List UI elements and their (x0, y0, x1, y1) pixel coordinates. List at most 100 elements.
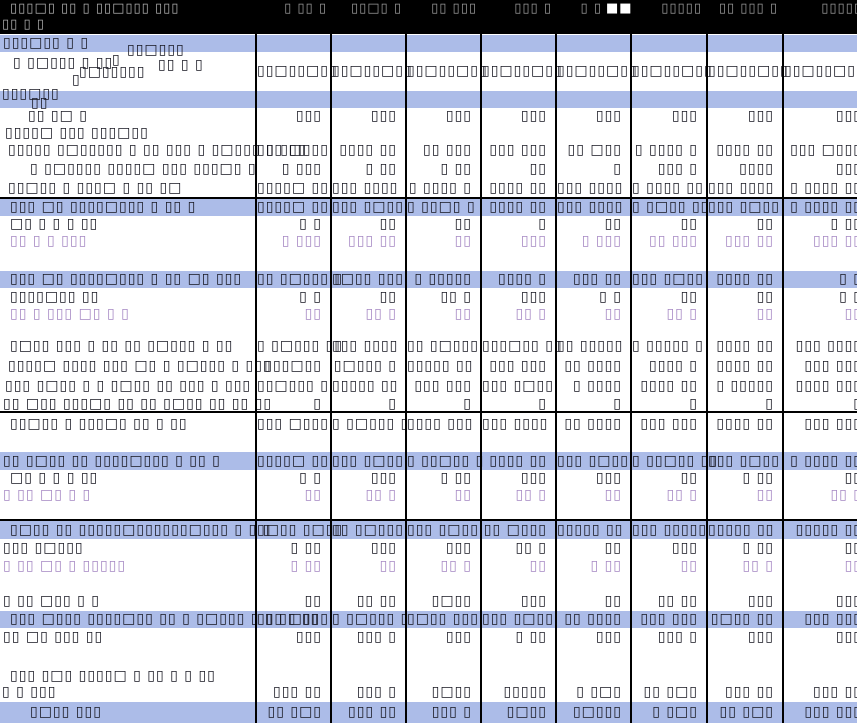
cell-value: ▯ ▯▯▯▯ ▯▯ (790, 199, 857, 215)
cell-value: ▯ (613, 396, 622, 412)
row-label: ▯▯ ▯□ ▯ (28, 108, 88, 124)
row-label: ▯▯▯▯□▯▯ ▯▯ (10, 289, 100, 305)
cell-value: ▯▯ ▯ (666, 487, 698, 503)
cell-value: ▯▯▯ ▯▯▯▯▯ (632, 522, 708, 538)
cell-value: ▯▯ ▯▯▯▯▯ (557, 338, 624, 354)
cell-value: ▯▯ (604, 306, 622, 322)
column-divider (555, 34, 557, 723)
cell-value: ▯▯▯ ▯▯▯ (804, 358, 857, 374)
cell-value: ▯▯ (680, 289, 698, 305)
cell-value: ▯▯▯▯□ ▯▯ (257, 199, 329, 215)
column-header: ▯▯ ▯▯▯ ▯ (718, 1, 778, 16)
cell-value: ▯ ▯▯▯ (281, 233, 322, 249)
cell-value: ▯▯▯ (445, 629, 472, 645)
cell-value: ▯▯▯ (835, 593, 857, 609)
cell-value: ▯ (388, 396, 397, 412)
cell-value: ▯▯ (756, 289, 774, 305)
cell-value: ▯▯▯▯ ▯▯ (716, 358, 774, 374)
cell-value: ▯ (689, 396, 698, 412)
cell-value: ▯▯▯▯□ ▯▯ (257, 180, 329, 196)
cell-value: ▯▯▯ ▯▯ (348, 233, 397, 249)
cell-value: ▯▯ ▯ (515, 487, 547, 503)
row-label: ▯ ▯▯ □▯ ▯ ▯▯▯▯▯ (3, 558, 127, 574)
cell-value: ▯ ▯▯ (515, 629, 547, 645)
cell-value: ▯▯ ▯□▯ (719, 704, 774, 720)
cell-value: ▯▯ (454, 233, 472, 249)
cell-value: ▯▯▯▯ ▯▯▯ (795, 378, 857, 394)
cell-value: ▯▯▯ ▯□▯▯ (557, 453, 629, 469)
cell-value: ▯ ▯□▯▯▯ ▯ (332, 416, 410, 432)
cell-value: ▯▯▯ ▯□▯▯ (708, 199, 780, 215)
cell-value: ▯▯▯ (520, 470, 547, 486)
cell-value: ▯ ▯□▯▯ ▯▯ (632, 199, 710, 215)
cell-value: ▯▯▯ (835, 629, 857, 645)
cell-value: ▯▯□▯▯□▯▯ (482, 63, 563, 79)
cell-value: ▯ ▯▯▯▯ ▯▯ (790, 453, 857, 469)
cell-value: ▯▯▯ (747, 108, 774, 124)
cell-value: ▯▯▯ ▯▯▯ (640, 416, 698, 432)
cell-value: ▯▯▯ ▯▯▯▯ (557, 180, 624, 196)
cell-value: ▯▯▯▯ ▯▯▯ (407, 416, 474, 432)
section-total-row: ▯▯▯ □▯ ▯▯▯▯□▯▯▯ ▯ ▯▯ ▯ ▯▯▯▯□ ▯▯ ▯▯▯ ▯□▯▯ ▯ … (0, 199, 857, 216)
section-total-row: ▯□▯▯ ▯▯ ▯▯▯▯▯□▯▯▯▯▯▯□▯▯▯ ▯ ▯ ▯ ▯□▯▯ ▯□▯▯ ▯… (0, 521, 857, 539)
cell-value: ▯▯▯ ▯▯ (573, 271, 622, 287)
cell-value: ▯▯□▯▯▯ ▯ (257, 378, 329, 394)
cell-value: ▯▯▯□▯▯ ▯▯ (482, 338, 563, 354)
cell-value: ▯▯□▯▯□▯▯ (708, 63, 789, 79)
cell-value: ▯▯▯ (445, 540, 472, 556)
cell-value: ▯▯▯ ▯▯▯ (804, 611, 857, 627)
cell-value: ▯▯▯ ▯▯ (348, 704, 397, 720)
row-label: ▯ ▯ ▯▯▯ (2, 684, 57, 700)
cell-value: ▯▯▯▯ ▯ (498, 271, 547, 287)
table-row: ▯▯ ▯□ ▯ ▯▯▯ ▯▯▯ ▯▯▯ ▯▯▯ ▯▯▯ ▯▯▯ ▯▯▯ ▯▯▯ (0, 108, 857, 125)
row-label: ▯▯▯ ▯□▯▯ ▯ ▯ ▯□▯▯ ▯▯ ▯▯▯ ▯ ▯▯▯ (5, 378, 252, 394)
cell-value: ▯▯▯ ▯▯▯ (804, 704, 857, 720)
cell-value: ▯▯ (304, 593, 322, 609)
cell-value: ▯▯ (680, 470, 698, 486)
cell-value: ▯□▯▯▯ ▯ (333, 358, 397, 374)
cell-value: ▯▯▯▯▯ ▯▯ (407, 358, 474, 374)
cell-value: ▯▯ (379, 289, 397, 305)
label-fragment: ▯ (72, 72, 81, 88)
cell-value: ▯▯▯▯ ▯▯ (489, 180, 547, 196)
cell-value: ▯▯▯ ▯▯▯▯ (708, 180, 775, 196)
cell-value: ▯ ▯ (599, 289, 622, 305)
cell-value: ▯▯▯ (445, 108, 472, 124)
table-row: ▯▯ ▯ ▯▯▯ □▯ ▯ ▯ ▯▯ ▯▯ ▯ ▯▯ ▯▯ ▯ ▯▯ ▯▯ ▯ ▯▯ ▯▯ (0, 306, 857, 323)
table-row: ▯ ▯▯ □▯ ▯ ▯▯▯▯▯ ▯ ▯▯ ▯▯ ▯▯ ▯ ▯▯ ▯ ▯▯ ▯▯ ▯▯ ▯ ▯▯ (0, 558, 857, 575)
cell-value: ▯□▯▯ ▯▯▯ (407, 611, 479, 627)
cell-value: ▯ ▯▯▯ (281, 161, 322, 177)
cell-value: ▯▯▯ ▯▯ (273, 684, 322, 700)
column-divider (255, 34, 257, 723)
column-divider (480, 34, 482, 723)
table-row: ▯ ▯ ▯▯▯ ▯▯▯ ▯▯ ▯▯▯ ▯ ▯□▯▯ ▯▯▯▯▯ ▯ ▯□▯ ▯▯ ▯□▯ ▯▯… (0, 684, 857, 701)
cell-value: ▯ ▯▯▯▯ ▯▯ (790, 180, 857, 196)
cell-value: ▯▯ (680, 558, 698, 574)
row-label: ▯▯▯ □▯ ▯▯▯▯□▯▯▯ ▯ ▯▯ □▯ ▯▯▯ (10, 271, 243, 287)
cell-value: ▯▯▯□▯▯ (264, 358, 322, 374)
cell-value: ▯▯□▯▯□▯▯ (257, 63, 338, 79)
table-row: ▯ ▯▯ □▯ ▯ ▯ ▯▯ ▯▯ ▯ ▯▯ ▯▯ ▯ ▯▯ ▯▯ ▯ ▯▯ ▯▯ ▯ (0, 487, 857, 504)
cell-value: ▯▯▯ ▯▯▯ (489, 142, 547, 158)
cell-value: ▯▯ ▯ (365, 306, 397, 322)
row-label: ▯ ▯▯ □▯ ▯ ▯ (3, 487, 92, 503)
label-fragment: ▯□▯▯▯▯▯ (79, 64, 146, 80)
label-fragment: ▯▯□▯▯▯ (127, 42, 185, 58)
cell-value: ▯▯▯ ▯▯ (813, 684, 857, 700)
column-header: ▯▯□▯ ▯ (350, 1, 402, 16)
row-label: □▯ ▯ ▯ ▯ ▯▯ (10, 470, 99, 486)
table-row: □▯ ▯ ▯ ▯ ▯▯▯ ▯▯▯▯▯ ▯▯▯▯▯▯▯▯▯▯▯ ▯▯▯▯ (0, 470, 857, 487)
report-subtitle: ▯▯ ▯ ▯ (2, 17, 45, 32)
cell-value: ▯▯ ▯▯ (356, 593, 397, 609)
table-row: ▯▯▯▯□ ▯▯▯ ▯▯▯□▯▯ (0, 125, 857, 142)
cell-value: ▯▯ (304, 487, 322, 503)
row-label: ▯▯ □▯▯ ▯▯▯□▯ ▯▯ ▯▯ ▯□▯▯ ▯▯ ▯▯ ▯▯ (3, 396, 273, 412)
row-label: ▯▯ ▯ ▯▯▯ □▯ ▯ ▯ (10, 306, 130, 322)
report-title: ▯▯▯□▯ ▯▯ ▯ ▯▯□▯▯▯ ▯▯▯ (10, 1, 180, 16)
cell-value: ▯▯ (454, 306, 472, 322)
cell-value: ▯□▯▯ ▯▯ (710, 611, 774, 627)
cell-value: ▯ ▯▯▯▯▯ (716, 378, 774, 394)
row-label: □▯ ▯ ▯ ▯ ▯▯ (10, 216, 99, 232)
cell-value: ▯ ▯ (839, 271, 857, 287)
cell-value: ▯ ▯▯ (440, 161, 472, 177)
